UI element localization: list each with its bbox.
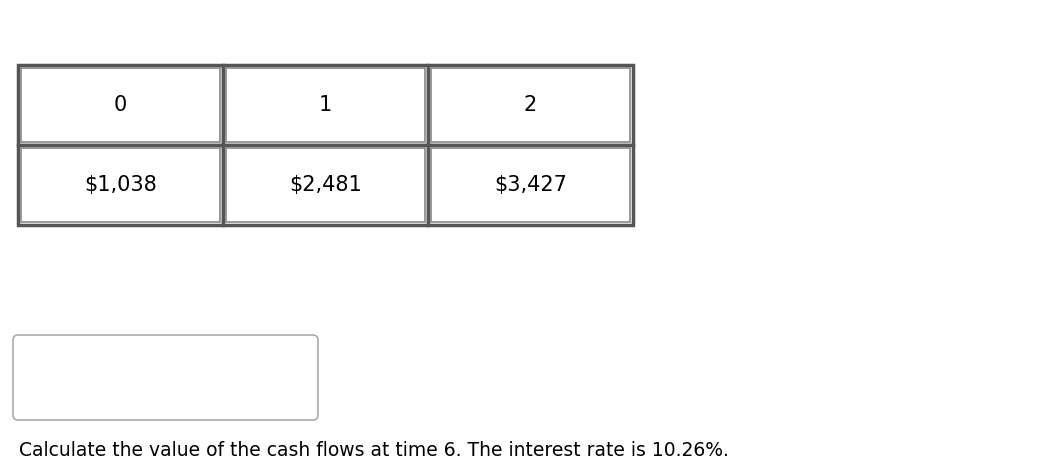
Text: 1: 1 [318,95,332,115]
Bar [226,68,425,142]
Bar [431,148,630,222]
Bar [431,68,630,142]
Text: $2,481: $2,481 [289,175,362,195]
Bar [21,68,220,142]
Bar [428,145,633,225]
Bar [223,65,428,145]
Bar [226,148,425,222]
Bar [18,65,223,145]
Text: $1,038: $1,038 [85,175,157,195]
Bar [18,145,223,225]
Text: Calculate the value of the cash flows at time 6. The interest rate is 10.26%.: Calculate the value of the cash flows at… [19,441,729,460]
Bar [223,145,428,225]
Text: 2: 2 [524,95,537,115]
Bar [21,148,220,222]
FancyBboxPatch shape [13,335,318,420]
Text: $3,427: $3,427 [494,175,567,195]
Text: 0: 0 [114,95,127,115]
Bar [428,65,633,145]
